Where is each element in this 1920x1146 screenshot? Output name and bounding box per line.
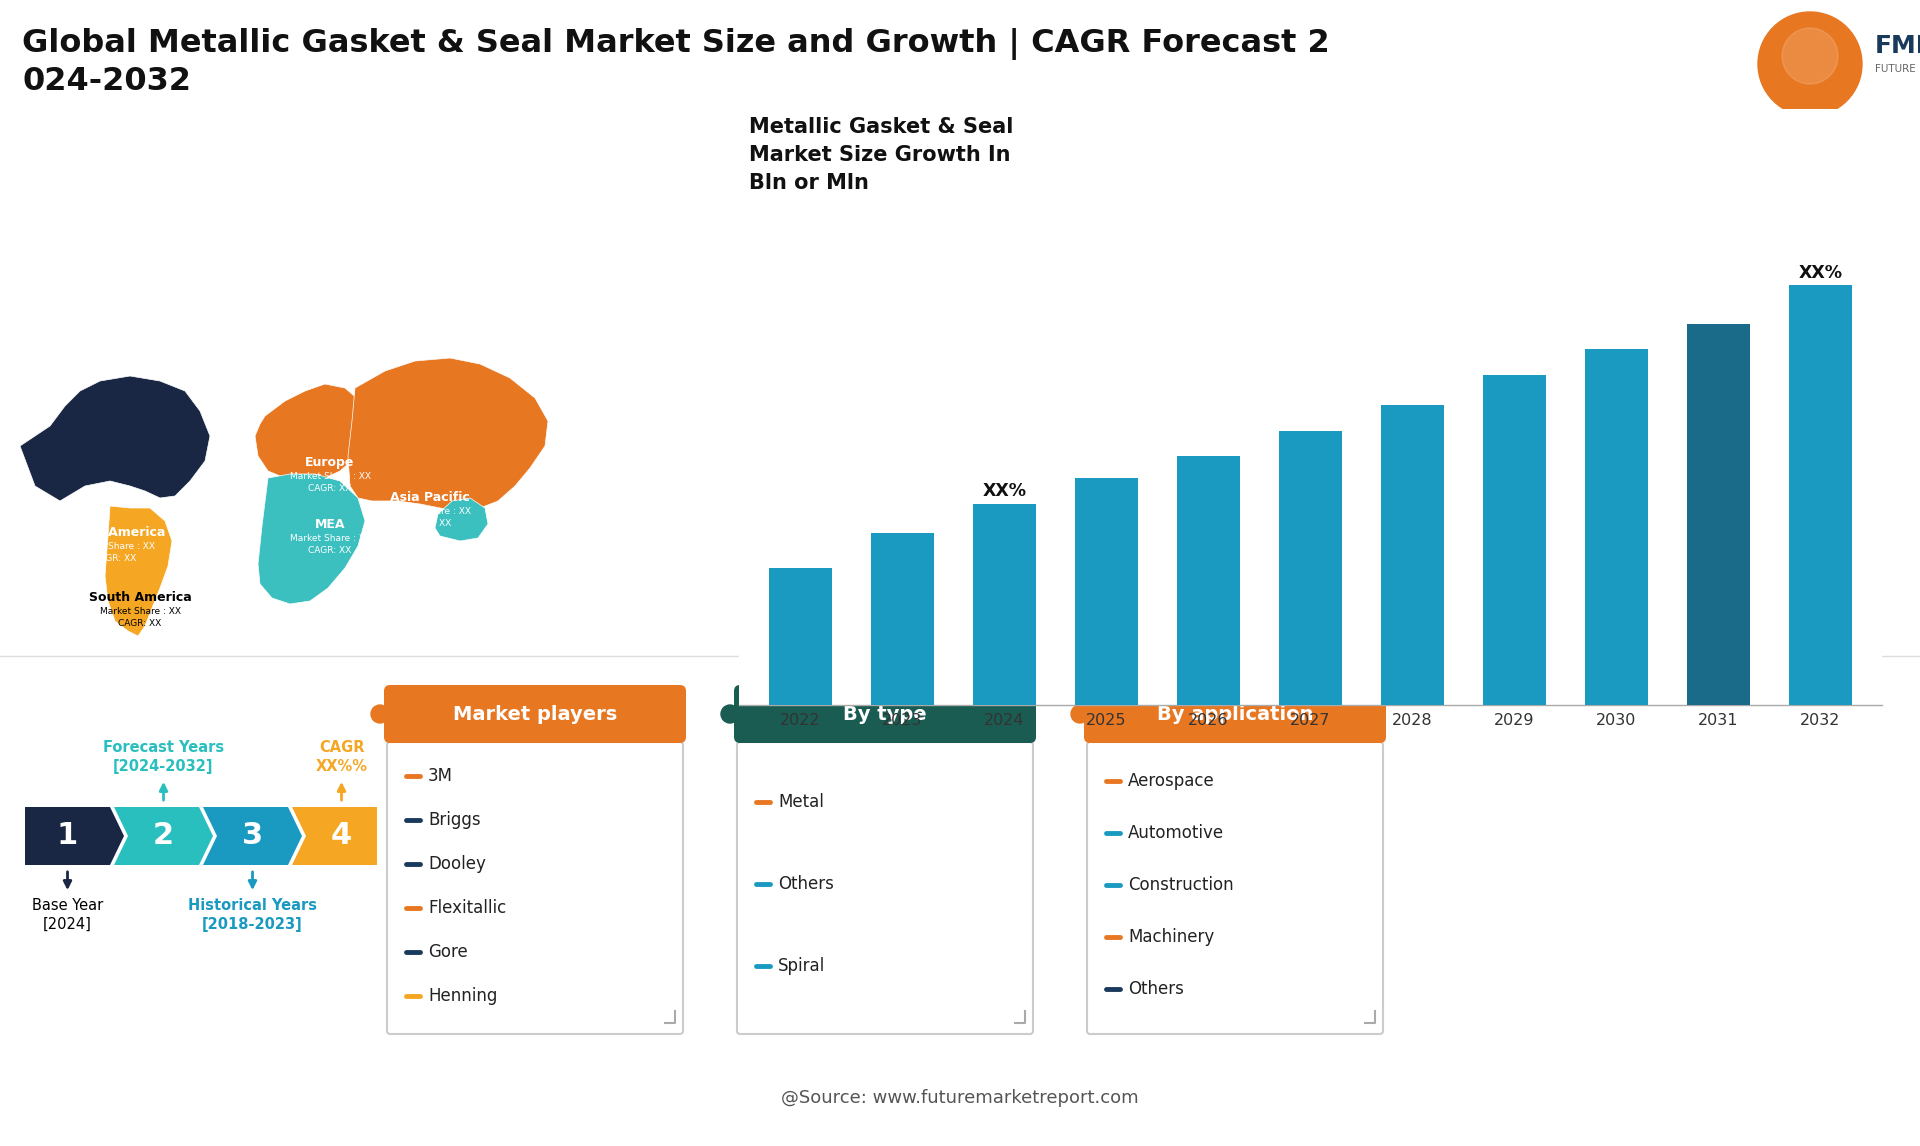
- Bar: [1279, 431, 1342, 705]
- Text: 4: 4: [330, 822, 351, 850]
- Text: By type: By type: [843, 705, 927, 723]
- Polygon shape: [25, 807, 125, 865]
- Text: Machinery: Machinery: [1129, 928, 1213, 947]
- Text: Forecast Years
[2024-2032]: Forecast Years [2024-2032]: [104, 740, 225, 774]
- Bar: [1177, 456, 1240, 705]
- Text: Europe: Europe: [305, 456, 355, 469]
- Text: XX%: XX%: [1799, 264, 1843, 282]
- Text: Dooley: Dooley: [428, 855, 486, 873]
- Text: South America: South America: [88, 591, 192, 604]
- Bar: [768, 567, 831, 705]
- Text: 3M: 3M: [428, 767, 453, 785]
- Text: North America: North America: [63, 526, 165, 539]
- Circle shape: [1759, 11, 1862, 116]
- Bar: [1584, 350, 1647, 705]
- Text: Market players: Market players: [453, 705, 616, 723]
- FancyBboxPatch shape: [1087, 741, 1382, 1034]
- Text: Base Year
[2024]: Base Year [2024]: [33, 898, 104, 932]
- Bar: [1380, 405, 1444, 705]
- Text: 2: 2: [154, 822, 175, 850]
- Text: Market Share : XX
CAGR: XX: Market Share : XX CAGR: XX: [100, 607, 180, 628]
- Polygon shape: [113, 807, 213, 865]
- Text: Others: Others: [1129, 980, 1185, 998]
- Text: Metallic Gasket & Seal
Market Size Growth In
Bln or Mln: Metallic Gasket & Seal Market Size Growt…: [749, 117, 1014, 194]
- Bar: [1075, 478, 1139, 705]
- Polygon shape: [255, 384, 371, 481]
- Text: Market Share : XX
CAGR: XX: Market Share : XX CAGR: XX: [290, 534, 371, 555]
- Text: Metal: Metal: [778, 793, 824, 811]
- Text: FMR: FMR: [1876, 34, 1920, 58]
- Text: Flexitallic: Flexitallic: [428, 898, 507, 917]
- FancyBboxPatch shape: [737, 741, 1033, 1034]
- Text: Aerospace: Aerospace: [1129, 772, 1215, 791]
- FancyBboxPatch shape: [388, 741, 684, 1034]
- Polygon shape: [436, 499, 488, 541]
- Text: Spiral: Spiral: [778, 957, 826, 974]
- Text: 3: 3: [242, 822, 263, 850]
- Text: Others: Others: [778, 874, 833, 893]
- Text: 024-2032: 024-2032: [21, 66, 190, 97]
- Text: FUTURE MARKET REPORT: FUTURE MARKET REPORT: [1876, 64, 1920, 74]
- Text: Market Share : XX
CAGR: XX: Market Share : XX CAGR: XX: [390, 507, 470, 528]
- Polygon shape: [19, 376, 209, 501]
- Bar: [973, 503, 1037, 705]
- Text: Automotive: Automotive: [1129, 824, 1225, 842]
- Polygon shape: [106, 507, 173, 636]
- Circle shape: [371, 705, 390, 723]
- Text: 1: 1: [58, 822, 79, 850]
- Bar: [1789, 285, 1853, 705]
- FancyBboxPatch shape: [384, 685, 685, 743]
- Text: Henning: Henning: [428, 987, 497, 1005]
- Circle shape: [1071, 705, 1089, 723]
- Bar: [1482, 375, 1546, 705]
- Text: @Source: www.futuremarketreport.com: @Source: www.futuremarketreport.com: [781, 1089, 1139, 1107]
- Text: Briggs: Briggs: [428, 811, 480, 829]
- Text: Construction: Construction: [1129, 877, 1235, 894]
- Text: Market Share : XX
CAGR: XX: Market Share : XX CAGR: XX: [290, 472, 371, 493]
- FancyBboxPatch shape: [733, 685, 1037, 743]
- Bar: [1688, 323, 1749, 705]
- Polygon shape: [257, 474, 365, 604]
- Polygon shape: [348, 358, 547, 511]
- Circle shape: [722, 705, 739, 723]
- Polygon shape: [292, 807, 376, 865]
- Circle shape: [1782, 28, 1837, 84]
- Text: Gore: Gore: [428, 943, 468, 960]
- Text: MEA: MEA: [315, 518, 346, 531]
- Polygon shape: [204, 807, 301, 865]
- Text: Market Share : XX
CAGR: XX: Market Share : XX CAGR: XX: [75, 542, 156, 563]
- FancyBboxPatch shape: [1085, 685, 1386, 743]
- Text: Asia Pacific: Asia Pacific: [390, 490, 470, 504]
- Text: XX%: XX%: [983, 482, 1027, 500]
- Text: Historical Years
[2018-2023]: Historical Years [2018-2023]: [188, 898, 317, 932]
- Text: Global Metallic Gasket & Seal Market Size and Growth | CAGR Forecast 2: Global Metallic Gasket & Seal Market Siz…: [21, 28, 1331, 60]
- Text: By application: By application: [1156, 705, 1313, 723]
- Text: CAGR
XX%%: CAGR XX%%: [315, 740, 367, 774]
- Bar: [872, 534, 933, 705]
